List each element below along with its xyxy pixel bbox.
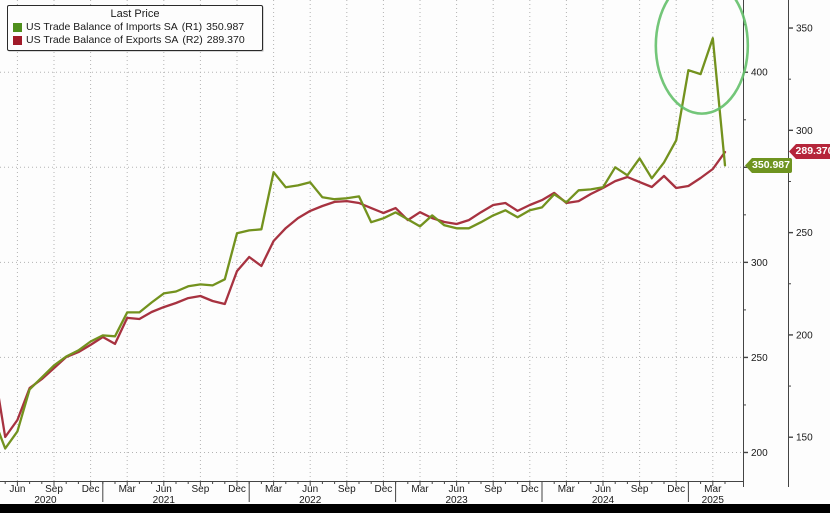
x-tick-label: Jun (595, 484, 611, 495)
x-tick-label: Dec (375, 484, 393, 495)
exports-series-label: US Trade Balance of Exports SA (26, 34, 179, 46)
x-tick-label: Mar (411, 484, 429, 495)
x-tick-label: Sep (631, 484, 649, 495)
x-tick-label: Sep (338, 484, 356, 495)
r2-tick-label: 150 (796, 433, 813, 444)
year-label: 2022 (299, 495, 322, 506)
x-tick-label: Sep (45, 484, 63, 495)
x-tick-label: Dec (228, 484, 246, 495)
exports-swatch-icon (13, 36, 22, 45)
x-tick-label: Mar (558, 484, 576, 495)
r1-tick-label: 200 (751, 448, 768, 459)
imports-last-price: 350.987 (206, 21, 245, 33)
year-label: 2023 (445, 495, 468, 506)
legend-row-exports: US Trade Balance of Exports SA (R2) 289.… (12, 34, 258, 47)
x-tick-label: Jun (9, 484, 25, 495)
year-label: 2021 (153, 495, 176, 506)
year-label: 2025 (702, 495, 725, 506)
legend-row-imports: US Trade Balance of Imports SA (R1) 350.… (12, 21, 258, 34)
r1-tick-label: 400 (751, 68, 768, 79)
year-label: 2020 (34, 495, 57, 506)
imports-price-tag: 350.987 (745, 158, 792, 173)
imports-swatch-icon (13, 23, 22, 32)
r1-tick-label: 250 (751, 353, 768, 364)
imports-line (0, 37, 727, 450)
exports-last-price: 289.370 (206, 34, 245, 46)
x-tick-label: Sep (192, 484, 210, 495)
imports-axis-tag: (R1) (181, 21, 203, 33)
x-tick-label: Sep (484, 484, 502, 495)
spike-highlight-circle (654, 0, 750, 115)
x-tick-label: Mar (265, 484, 283, 495)
exports-price-tag: 289.370 (789, 144, 830, 159)
x-tick-label: Jun (302, 484, 318, 495)
legend-title: Last Price (110, 8, 160, 20)
bottom-black-bar (0, 504, 830, 513)
year-label: 2024 (592, 495, 615, 506)
r2-tick-label: 200 (796, 330, 813, 341)
r1-tick-label: 300 (751, 258, 768, 269)
x-tick-label: Mar (119, 484, 137, 495)
r2-tick-label: 350 (796, 24, 813, 35)
x-tick-label: Jun (156, 484, 172, 495)
r2-tick-label: 300 (796, 126, 813, 137)
imports-series-label: US Trade Balance of Imports SA (26, 21, 178, 33)
exports-axis-tag: (R2) (182, 34, 203, 46)
x-tick-label: Dec (667, 484, 685, 495)
r2-tick-label: 250 (796, 228, 813, 239)
legend-box: Last Price US Trade Balance of Imports S… (7, 5, 263, 51)
x-tick-label: Jun (449, 484, 465, 495)
x-tick-label: Mar (704, 484, 722, 495)
x-tick-label: Dec (521, 484, 539, 495)
x-tick-label: Dec (82, 484, 100, 495)
